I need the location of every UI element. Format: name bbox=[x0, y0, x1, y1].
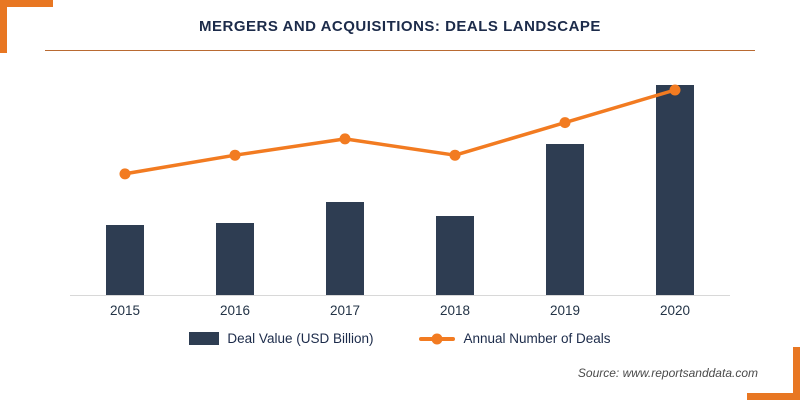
x-tick-2015: 2015 bbox=[109, 303, 141, 318]
bar-swatch-icon bbox=[189, 332, 220, 345]
legend-item-deal-value: Deal Value (USD Billion) bbox=[189, 331, 373, 346]
line-marker-2018 bbox=[449, 149, 461, 161]
title-underline bbox=[45, 50, 755, 51]
line-series bbox=[119, 84, 681, 180]
bar-2015 bbox=[106, 225, 144, 295]
x-tick-2019: 2019 bbox=[549, 303, 581, 318]
bar-2018 bbox=[436, 216, 474, 295]
line-marker-2016 bbox=[229, 149, 241, 161]
x-tick-2018: 2018 bbox=[439, 303, 471, 318]
chart-title: MERGERS AND ACQUISITIONS: DEALS LANDSCAP… bbox=[199, 18, 601, 35]
line-marker-icon bbox=[431, 333, 443, 344]
legend-label-deal-value: Deal Value (USD Billion) bbox=[227, 331, 374, 346]
line-marker-2019 bbox=[559, 117, 571, 129]
line-marker-2017 bbox=[339, 133, 351, 145]
legend-item-annual-deals: Annual Number of Deals bbox=[419, 331, 611, 346]
x-tick-2020: 2020 bbox=[659, 303, 691, 318]
x-axis-labels: 2015 2016 2017 2018 2019 2020 bbox=[70, 303, 730, 323]
bar-series bbox=[70, 62, 730, 295]
plot-area bbox=[70, 62, 730, 296]
deals-line bbox=[123, 88, 677, 176]
line-marker-2015 bbox=[119, 168, 131, 180]
bar-2017 bbox=[326, 202, 364, 295]
bar-2016 bbox=[216, 223, 254, 295]
legend: Deal Value (USD Billion) Annual Number o… bbox=[0, 331, 800, 346]
source-credit: Source: www.reportsanddata.com bbox=[577, 366, 758, 380]
line-swatch-icon bbox=[419, 333, 456, 344]
bar-2020 bbox=[656, 85, 694, 295]
bar-2019 bbox=[546, 144, 584, 295]
x-tick-2016: 2016 bbox=[219, 303, 251, 318]
x-tick-2017: 2017 bbox=[329, 303, 361, 318]
legend-label-annual-deals: Annual Number of Deals bbox=[463, 331, 611, 346]
line-marker-2020 bbox=[669, 84, 681, 96]
